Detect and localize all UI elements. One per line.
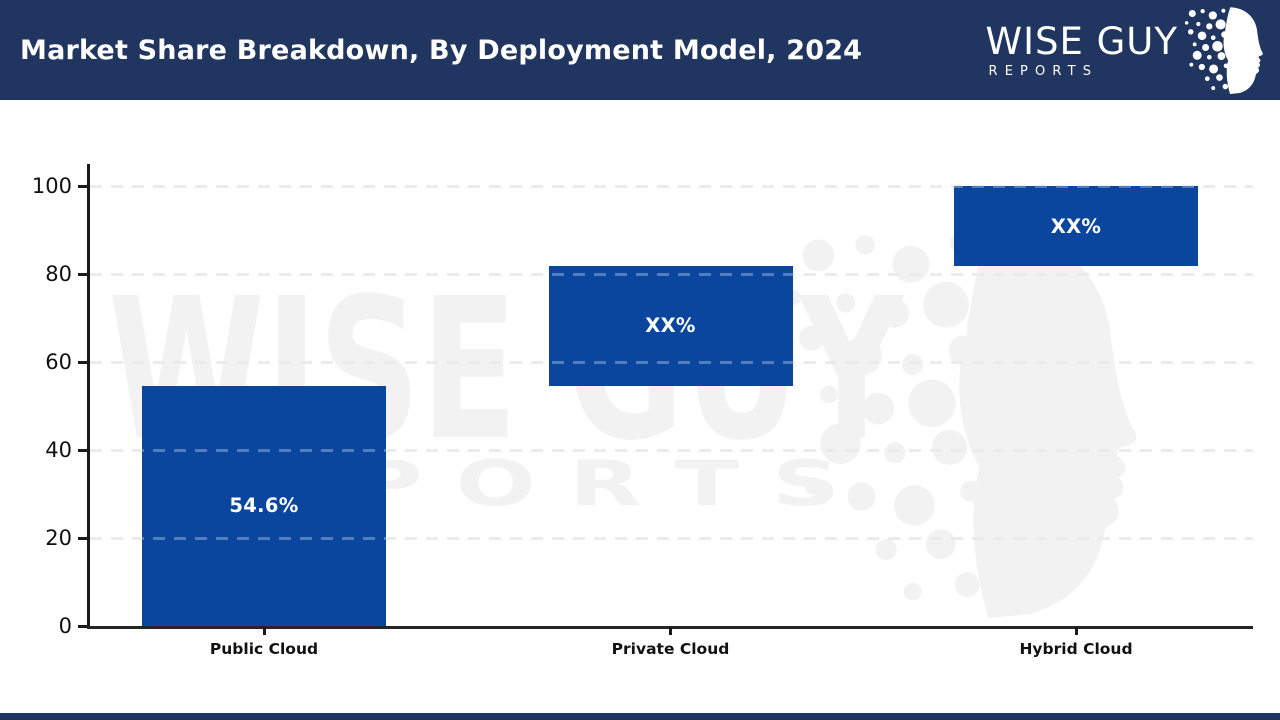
x-axis-label: Private Cloud: [611, 640, 730, 658]
bar: 54.6%: [142, 385, 386, 626]
page-title: Market Share Breakdown, By Deployment Mo…: [20, 34, 863, 66]
gridline-overlay: [90, 536, 1253, 540]
bar-value-label: 54.6%: [229, 494, 299, 518]
y-tick: [78, 448, 87, 452]
watermark-head-icon: [785, 227, 1137, 618]
x-tick: [262, 627, 266, 635]
y-tick-label: 60: [45, 350, 72, 374]
gridline: [90, 184, 1253, 188]
y-tick-label: 40: [45, 438, 72, 462]
gridline-overlay: [90, 184, 1253, 188]
gridline-overlay: [90, 448, 1253, 452]
bar: XX%: [548, 266, 793, 386]
x-axis-label: Public Cloud: [209, 640, 319, 658]
y-tick: [78, 536, 87, 540]
y-tick: [78, 272, 87, 276]
bar: XX%: [954, 186, 1198, 267]
brand-logo: WISE GUY REPORTS: [986, 6, 1264, 94]
x-axis-label: Hybrid Cloud: [1019, 640, 1133, 658]
brand-head-icon: [1184, 7, 1263, 94]
gridline: [90, 448, 1253, 452]
y-tick: [78, 360, 87, 364]
x-tick: [1074, 627, 1078, 635]
x-tick: [669, 627, 672, 635]
bar-value-label: XX%: [1050, 214, 1102, 238]
y-tick: [78, 184, 87, 188]
y-tick-label: 0: [58, 614, 72, 638]
y-tick: [78, 624, 87, 628]
brand-logo-text: WISE GUY REPORTS: [985, 19, 1178, 79]
gridline-overlay: [90, 272, 1253, 276]
y-tick-label: 80: [45, 262, 72, 286]
header-bar: Market Share Breakdown, By Deployment Mo…: [0, 0, 1280, 100]
gridline: [90, 536, 1253, 540]
y-tick-label: 20: [45, 526, 72, 550]
brand-subtitle: REPORTS: [988, 63, 1099, 79]
y-axis-spine: [87, 164, 90, 629]
chart-area: WISE GUY R E P O R T S 0 20 40 60 80 100 54.6%…: [0, 100, 1280, 713]
bar-value-label: XX%: [645, 314, 696, 338]
gridline-overlay: [90, 360, 1253, 364]
y-tick-label: 100: [31, 174, 72, 198]
footer-bar: [0, 713, 1280, 720]
brand-name: WISE GUY: [985, 19, 1178, 63]
